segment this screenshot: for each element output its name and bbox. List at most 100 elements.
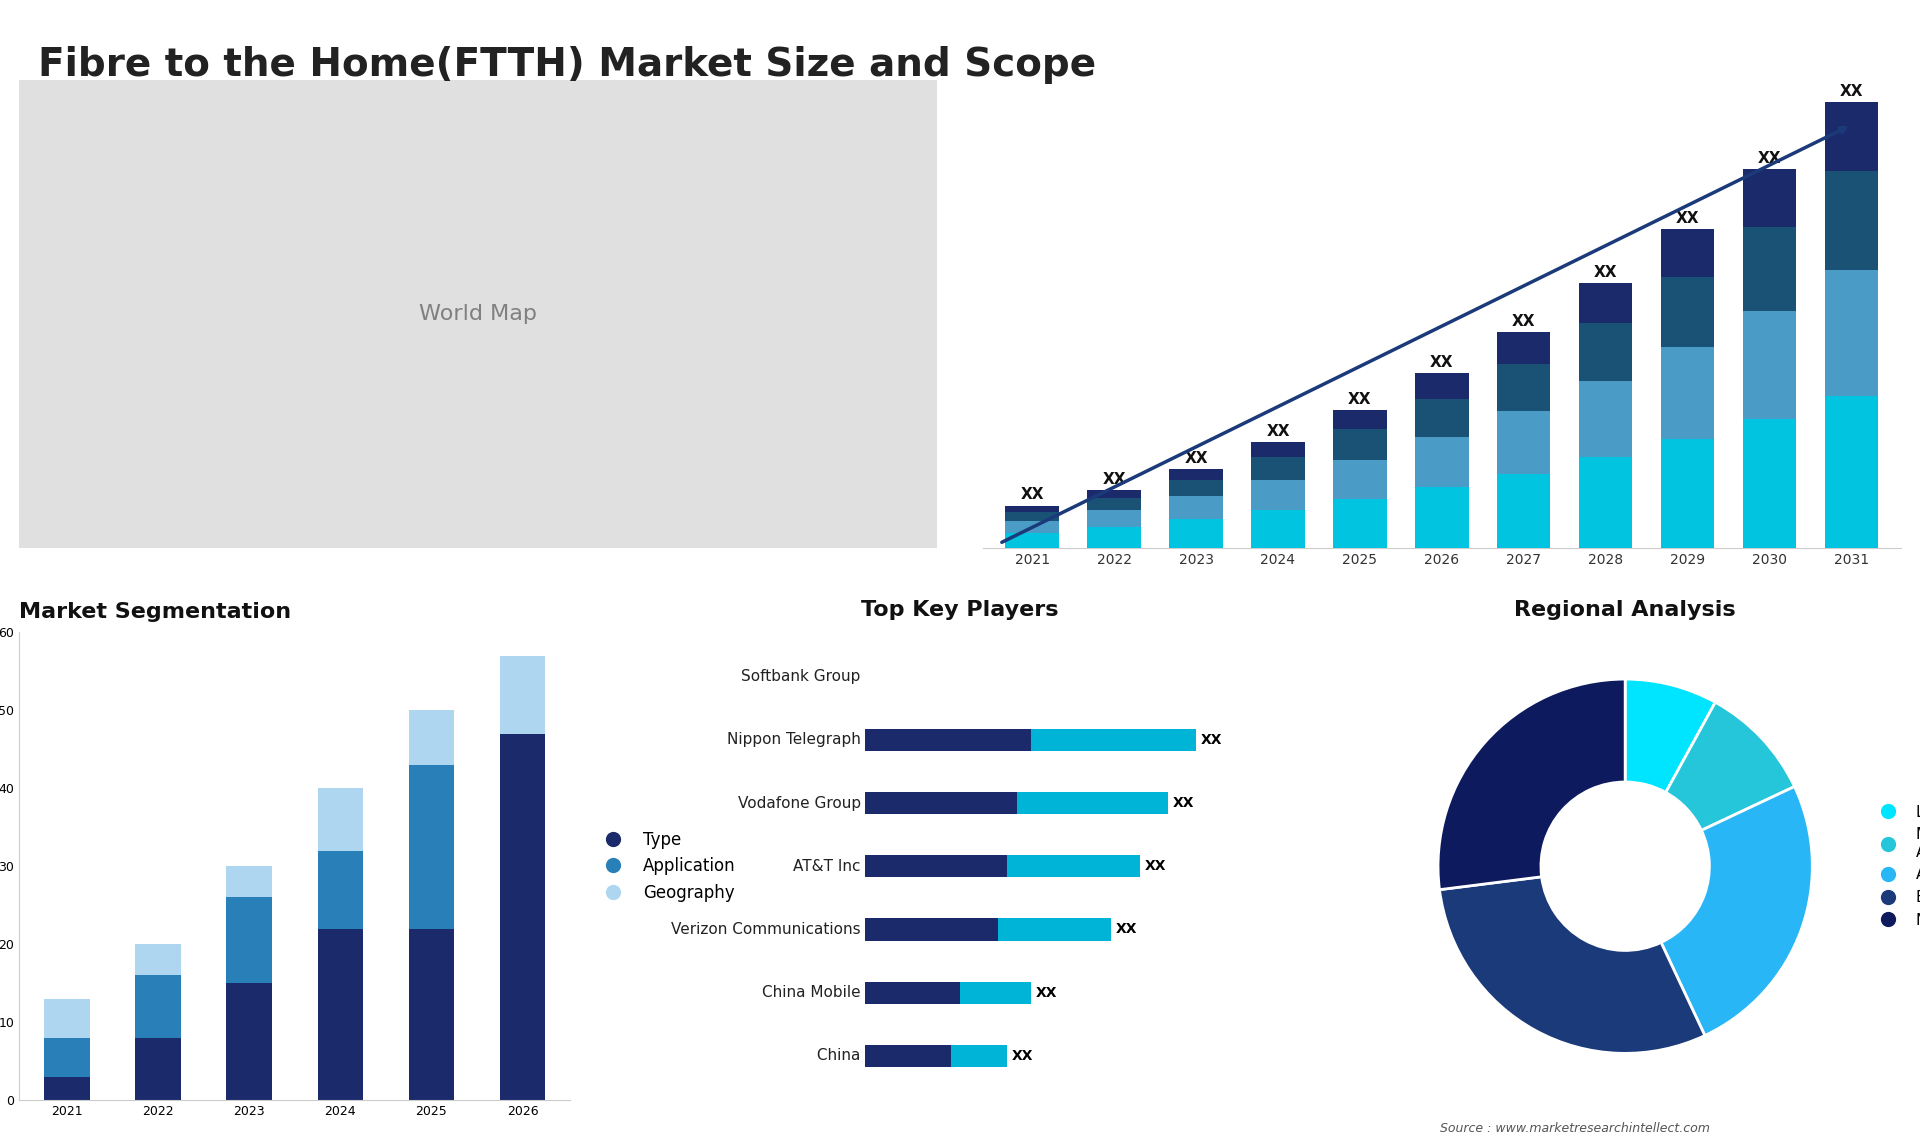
Bar	[866, 729, 1031, 751]
Bar	[499, 656, 545, 733]
Bar	[1498, 411, 1551, 473]
Bar	[1743, 418, 1797, 548]
Text: XX: XX	[1594, 266, 1617, 281]
Bar	[409, 764, 455, 928]
Bar	[1252, 480, 1304, 510]
Text: China: China	[812, 1049, 860, 1063]
Bar	[1826, 397, 1878, 548]
Text: XX: XX	[1185, 452, 1208, 466]
Bar	[1743, 311, 1797, 418]
Bar	[1087, 497, 1140, 510]
Bar	[1006, 533, 1058, 548]
Bar	[1006, 520, 1058, 533]
Bar	[227, 897, 273, 983]
Bar	[1578, 323, 1632, 380]
Text: XX: XX	[1102, 472, 1125, 487]
Text: XX: XX	[1012, 1049, 1033, 1062]
Bar	[1169, 469, 1223, 480]
Text: XX: XX	[1513, 314, 1536, 329]
Bar	[1743, 227, 1797, 311]
Bar	[1578, 380, 1632, 457]
Bar	[1826, 102, 1878, 171]
Text: XX: XX	[1348, 392, 1371, 407]
Bar	[136, 975, 180, 1038]
Bar	[1498, 473, 1551, 548]
Bar	[1169, 496, 1223, 519]
Text: Fibre to the Home(FTTH) Market Size and Scope: Fibre to the Home(FTTH) Market Size and …	[38, 46, 1096, 84]
Bar	[227, 983, 273, 1100]
Bar	[1498, 364, 1551, 411]
Bar	[409, 711, 455, 764]
Bar	[866, 982, 960, 1004]
Bar	[998, 918, 1112, 941]
Text: XX: XX	[1035, 986, 1058, 999]
Text: Verizon Communications: Verizon Communications	[672, 921, 860, 937]
Bar	[960, 982, 1031, 1004]
Bar	[227, 866, 273, 897]
Bar	[44, 999, 90, 1038]
Bar	[1087, 527, 1140, 548]
Bar	[950, 1045, 1008, 1067]
Text: China Mobile: China Mobile	[762, 986, 860, 1000]
Text: XX: XX	[1116, 923, 1137, 936]
Bar	[1415, 437, 1469, 487]
Bar	[1578, 457, 1632, 548]
Bar	[1415, 374, 1469, 399]
Bar	[317, 928, 363, 1100]
Bar	[1169, 480, 1223, 496]
Bar	[1018, 792, 1167, 814]
Wedge shape	[1667, 702, 1795, 831]
Text: Nippon Telegraph: Nippon Telegraph	[728, 732, 860, 747]
Text: XX: XX	[1202, 732, 1223, 747]
Bar	[136, 944, 180, 975]
Bar	[409, 928, 455, 1100]
Bar	[1661, 277, 1715, 347]
Text: AT&T Inc: AT&T Inc	[793, 858, 860, 873]
Bar	[866, 918, 998, 941]
FancyBboxPatch shape	[0, 0, 1167, 665]
Text: XX: XX	[1144, 860, 1165, 873]
Bar	[1252, 441, 1304, 457]
Bar	[1087, 510, 1140, 527]
Text: XX: XX	[1759, 151, 1782, 166]
Text: Market Segmentation: Market Segmentation	[19, 603, 292, 622]
Bar	[1415, 399, 1469, 437]
Bar	[44, 1038, 90, 1077]
Text: Source : www.marketresearchintellect.com: Source : www.marketresearchintellect.com	[1440, 1122, 1711, 1135]
Bar	[44, 1077, 90, 1100]
Text: XX: XX	[1265, 424, 1290, 439]
Bar	[1332, 430, 1386, 460]
Bar	[317, 788, 363, 850]
Bar	[1498, 332, 1551, 364]
Bar	[1332, 500, 1386, 548]
Wedge shape	[1440, 877, 1705, 1053]
Bar	[866, 1045, 950, 1067]
Bar	[1661, 229, 1715, 277]
Bar	[1252, 510, 1304, 548]
Wedge shape	[1438, 680, 1624, 889]
Bar	[866, 855, 1008, 878]
Text: XX: XX	[1676, 211, 1699, 226]
Bar	[1169, 519, 1223, 548]
Legend: Type, Application, Geography: Type, Application, Geography	[589, 824, 743, 909]
Bar	[1006, 505, 1058, 511]
Bar	[136, 1038, 180, 1100]
Bar	[1826, 269, 1878, 397]
Bar	[1031, 729, 1196, 751]
Bar	[1661, 439, 1715, 548]
Text: XX: XX	[1020, 487, 1044, 502]
Bar	[1826, 171, 1878, 269]
Wedge shape	[1624, 680, 1715, 792]
Text: XX: XX	[1839, 85, 1864, 100]
Bar	[1252, 457, 1304, 480]
Text: Softbank Group: Softbank Group	[741, 669, 860, 684]
Title: Regional Analysis: Regional Analysis	[1515, 599, 1736, 620]
Bar	[1415, 487, 1469, 548]
Bar	[1332, 460, 1386, 500]
Bar	[1743, 170, 1797, 227]
Text: World Map: World Map	[419, 304, 538, 324]
Text: Vodafone Group: Vodafone Group	[737, 795, 860, 810]
Title: Top Key Players: Top Key Players	[862, 599, 1058, 620]
Legend: Latin America, Middle East &
Africa, Asia Pacific, Europe, North America: Latin America, Middle East & Africa, Asi…	[1866, 799, 1920, 934]
Text: XX: XX	[1173, 796, 1194, 810]
